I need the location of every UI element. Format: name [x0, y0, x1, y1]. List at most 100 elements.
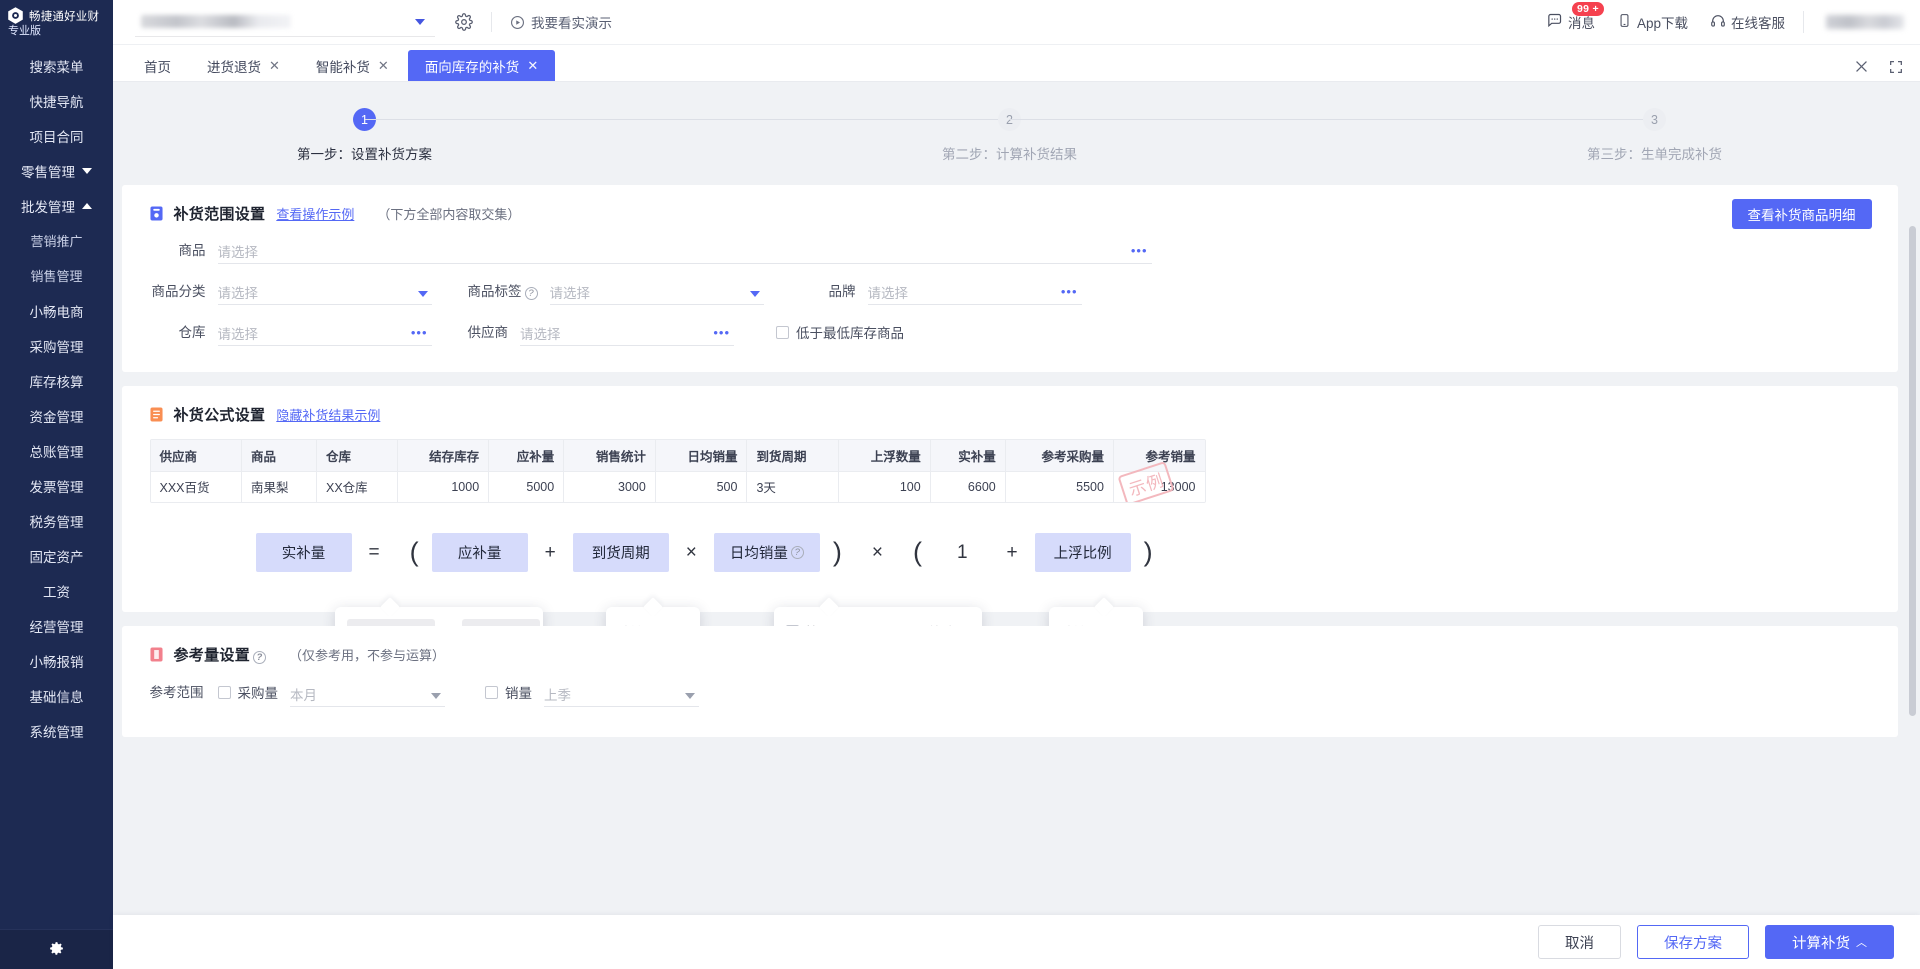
formula-result-box[interactable]: 实补量 — [255, 533, 352, 572]
scrollbar-track[interactable] — [1909, 86, 1918, 911]
sales-qty-select[interactable]: 上季 — [544, 681, 699, 707]
sidebar-item-project-contract[interactable]: 项目合同 — [0, 118, 113, 153]
tab-smart-replenish[interactable]: 智能补货 ✕ — [299, 50, 406, 81]
messages-button[interactable]: 消息 99 + — [1546, 2, 1604, 32]
purchase-qty-field: 采购量 本月 — [217, 681, 445, 707]
sidebar-item-invoice[interactable]: 发票管理 — [0, 468, 113, 503]
gear-icon[interactable] — [48, 940, 65, 960]
product-field: 商品 请选择 ••• — [150, 238, 1152, 264]
calculate-replenish-button[interactable]: 计算补货 ︿ — [1765, 925, 1894, 959]
sidebar-item-ledger[interactable]: 总账管理 — [0, 433, 113, 468]
sidebar-item-label: 税务管理 — [29, 514, 84, 530]
user-name-masked[interactable] — [1826, 15, 1904, 29]
category-select[interactable]: 请选择 — [217, 279, 432, 305]
fullscreen-icon[interactable] — [1888, 59, 1904, 75]
sidebar-items: 搜索菜单 快捷导航 项目合同 零售管理 批发管理 营销推广 销售管理 小畅电商 … — [0, 45, 113, 929]
formula-term-markup-rate[interactable]: 上浮比例 — [1034, 533, 1131, 572]
sidebar-item-retail[interactable]: 零售管理 — [0, 153, 113, 188]
formula-builder: 实补量 = ( 应补量 + 到货周期 × 日均销量? ) — [122, 533, 1898, 716]
step-connector — [1009, 119, 1655, 120]
formula-term-lead-time[interactable]: 到货周期 — [572, 533, 669, 572]
sidebar-item-sales[interactable]: 销售管理 — [0, 258, 113, 293]
brand-placeholder: 请选择 — [867, 285, 909, 301]
more-icon[interactable]: ••• — [1130, 243, 1148, 258]
sidebar-item-reimbursement[interactable]: 小畅报销 — [0, 643, 113, 678]
tag-select[interactable]: 请选择 — [549, 279, 764, 305]
brand-sub: 专业版 — [8, 25, 41, 37]
col-supplier: 供应商 — [150, 440, 242, 472]
formula-plus-2: + — [1006, 541, 1018, 563]
close-icon[interactable] — [1853, 58, 1870, 75]
scope-form-row-1: 商品 请选择 ••• — [150, 238, 1870, 264]
sidebar-item-fund[interactable]: 资金管理 — [0, 398, 113, 433]
checkbox-icon[interactable] — [217, 685, 231, 699]
scope-icon — [149, 206, 163, 221]
sidebar-item-inventory-accounting[interactable]: 库存核算 — [0, 363, 113, 398]
more-icon[interactable]: ••• — [1060, 284, 1078, 299]
help-icon[interactable]: ? — [253, 651, 267, 664]
sidebar-item-basic-info[interactable]: 基础信息 — [0, 678, 113, 713]
formula-term-daily-sales[interactable]: 日均销量? — [713, 533, 820, 572]
below-min-stock-field[interactable]: 低于最低库存商品 — [776, 322, 904, 346]
supplier-input[interactable]: 请选择 ••• — [520, 320, 734, 346]
sidebar-item-operations[interactable]: 经营管理 — [0, 608, 113, 643]
hide-example-link[interactable]: 隐藏补货结果示例 — [276, 408, 381, 423]
sidebar-item-search-menu[interactable]: 搜索菜单 — [0, 48, 113, 83]
app-download-button[interactable]: App下载 — [1617, 12, 1688, 32]
support-button[interactable]: 在线客服 — [1710, 12, 1785, 32]
scope-form-row-3: 仓库 请选择 ••• 供应商 请选择 — [150, 320, 1870, 346]
sidebar-item-wholesale[interactable]: 批发管理 — [0, 188, 113, 223]
tab-purchase-return[interactable]: 进货退货 ✕ — [190, 50, 297, 81]
cancel-button[interactable]: 取消 — [1538, 925, 1621, 959]
purchase-qty-checkbox-row[interactable]: 采购量 — [217, 682, 278, 707]
scope-form: 商品 请选择 ••• 商品分类 — [122, 224, 1898, 372]
below-min-stock-checkbox-row[interactable]: 低于最低库存商品 — [776, 322, 904, 342]
help-icon[interactable]: ? — [790, 546, 804, 559]
sidebar-item-fixed-assets[interactable]: 固定资产 — [0, 538, 113, 573]
product-input[interactable]: 请选择 ••• — [217, 238, 1152, 264]
col-warehouse: 仓库 — [316, 440, 398, 472]
brand-input[interactable]: 请选择 ••• — [867, 279, 1082, 305]
sidebar-item-label: 快捷导航 — [29, 94, 84, 110]
col-should-replenish: 应补量 — [488, 440, 565, 472]
org-select[interactable] — [135, 7, 435, 37]
sidebar-item-system[interactable]: 系统管理 — [0, 713, 113, 748]
sidebar-item-purchase[interactable]: 采购管理 — [0, 328, 113, 363]
chevron-up-icon — [82, 202, 92, 209]
sidebar-item-payroll[interactable]: 工资 — [0, 573, 113, 608]
demo-link[interactable]: 我要看实演示 — [510, 12, 612, 32]
sidebar-item-ecommerce[interactable]: 小畅电商 — [0, 293, 113, 328]
chevron-down-icon — [417, 291, 428, 297]
warehouse-input[interactable]: 请选择 ••• — [217, 320, 432, 346]
formula-times-1: × — [685, 541, 697, 563]
brand-row: 畅捷通好业财 — [6, 6, 113, 25]
more-icon[interactable]: ••• — [713, 325, 730, 340]
formula-term-should-replenish[interactable]: 应补量 — [431, 533, 528, 572]
tab-close-icon[interactable]: ✕ — [527, 57, 539, 73]
tab-close-icon[interactable]: ✕ — [377, 57, 389, 73]
sidebar-item-marketing[interactable]: 营销推广 — [0, 223, 113, 258]
save-plan-button[interactable]: 保存方案 — [1637, 925, 1749, 959]
product-label: 商品 — [178, 243, 206, 258]
tab-home[interactable]: 首页 — [127, 50, 188, 81]
view-example-link[interactable]: 查看操作示例 — [276, 207, 355, 222]
checkbox-icon[interactable] — [776, 325, 789, 339]
checkbox-icon[interactable] — [485, 685, 498, 699]
formula-icon — [149, 407, 163, 422]
formula-open-paren-2: ( — [912, 537, 922, 567]
help-icon[interactable]: ? — [524, 287, 538, 300]
more-icon[interactable]: ••• — [410, 325, 428, 340]
sidebar-item-tax[interactable]: 税务管理 — [0, 503, 113, 538]
sales-qty-checkbox-row[interactable]: 销量 — [485, 682, 532, 707]
scrollbar-thumb[interactable] — [1909, 226, 1916, 716]
scope-card-title: 补货范围设置 — [173, 206, 266, 223]
gear-icon[interactable] — [455, 13, 473, 31]
purchase-qty-select[interactable]: 本月 — [290, 681, 445, 707]
sidebar-item-quick-nav[interactable]: 快捷导航 — [0, 83, 113, 118]
view-replenish-detail-button[interactable]: 查看补货商品明细 — [1731, 199, 1872, 229]
tab-label: 智能补货 — [315, 59, 370, 75]
tab-close-icon[interactable]: ✕ — [269, 57, 280, 73]
below-min-stock-label: 低于最低库存商品 — [796, 326, 904, 341]
sidebar-item-label: 采购管理 — [29, 339, 84, 355]
tab-inventory-replenish[interactable]: 面向库存的补货 ✕ — [407, 50, 556, 81]
